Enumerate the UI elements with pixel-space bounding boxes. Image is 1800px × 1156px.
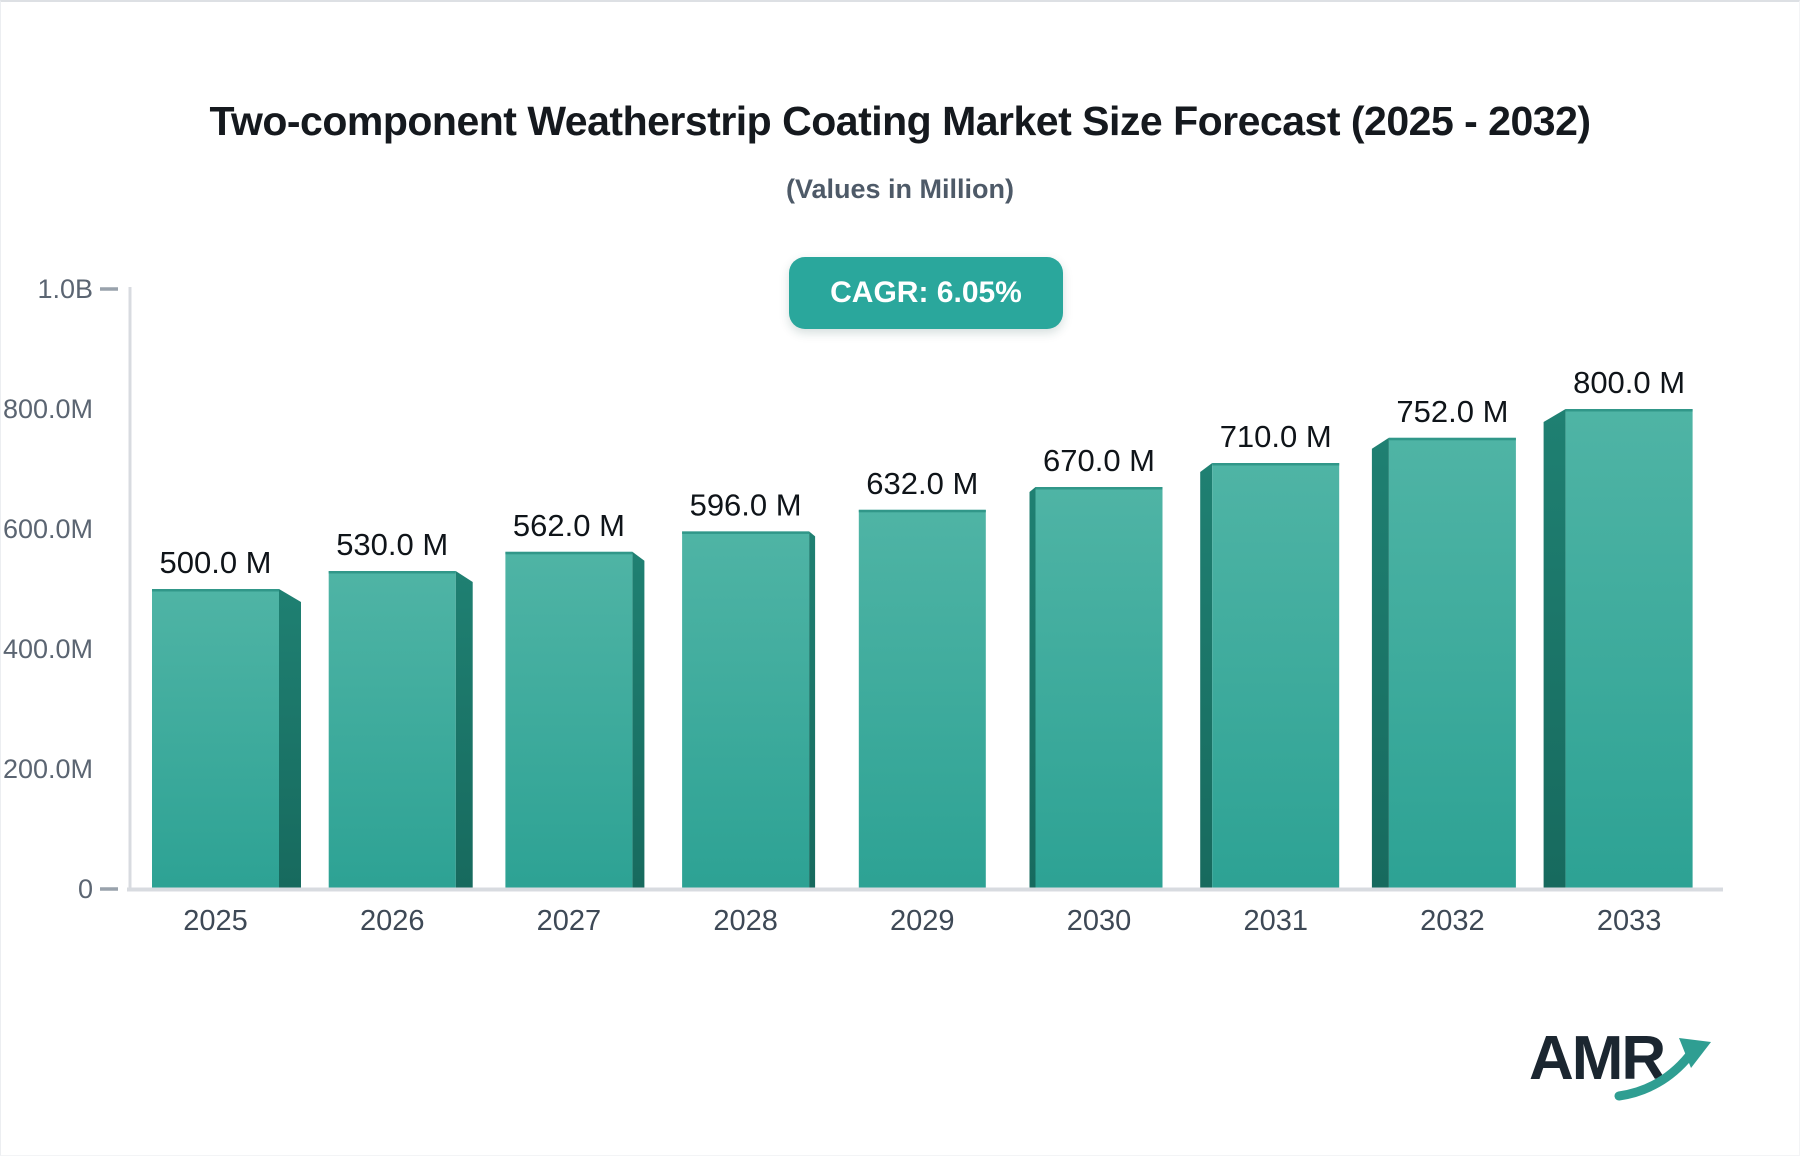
- bar: [1035, 487, 1163, 888]
- y-tick-label: 600.0M: [3, 514, 93, 544]
- x-axis-label: 2030: [1067, 905, 1132, 937]
- bar: [152, 589, 279, 888]
- bar: [505, 551, 633, 888]
- amr-logo-arrow-icon: [1614, 1038, 1711, 1101]
- bar-top-edge: [152, 589, 279, 592]
- bar-side-face: [1029, 487, 1036, 888]
- cagr-badge: CAGR: 6.05%: [789, 257, 1063, 329]
- bar-top-edge: [682, 531, 810, 534]
- y-tick-label: 400.0M: [3, 634, 93, 664]
- x-axis-label: 2033: [1597, 905, 1662, 937]
- bar: [858, 509, 986, 888]
- bar: [328, 571, 456, 888]
- bar-value-label: 562.0 M: [513, 508, 625, 543]
- bar-top-edge: [1212, 463, 1340, 466]
- bar-top-edge: [1035, 487, 1163, 490]
- bar-side-face: [1371, 437, 1389, 888]
- bar-side-face: [1543, 409, 1566, 888]
- cagr-badge-label: CAGR: 6.05%: [830, 276, 1022, 309]
- bar-top-edge: [1565, 409, 1693, 412]
- bar-side-face: [455, 571, 473, 888]
- bar: [682, 531, 810, 888]
- bar: [1388, 437, 1516, 888]
- x-axis-label: 2032: [1420, 905, 1485, 937]
- x-axis-label: 2028: [713, 905, 778, 937]
- bar-value-label: 670.0 M: [1043, 443, 1155, 478]
- chart-subtitle: (Values in Million): [785, 174, 1015, 204]
- bar-side-face: [1200, 463, 1213, 888]
- bar-value-label: 530.0 M: [336, 527, 448, 562]
- bar: [1212, 463, 1340, 888]
- bar-value-label: 632.0 M: [866, 466, 978, 501]
- y-tick-label: 1.0B: [37, 274, 93, 304]
- x-axis-label: 2025: [183, 905, 248, 937]
- bar-side-face: [279, 589, 301, 888]
- bar-value-label: 710.0 M: [1220, 419, 1332, 454]
- x-axis-label: 2031: [1243, 905, 1308, 937]
- bar-top-edge: [858, 509, 986, 513]
- y-tick-label: 800.0M: [3, 394, 93, 424]
- y-tick-label: 0: [78, 874, 93, 904]
- bar-value-label: 752.0 M: [1396, 394, 1508, 429]
- chart-title: Two-component Weatherstrip Coating Marke…: [209, 98, 1591, 144]
- bar-side-face: [632, 551, 645, 888]
- bar-top-edge: [328, 571, 456, 574]
- bar-top-edge: [505, 551, 633, 555]
- amr-logo: AMR: [1529, 1024, 1729, 1114]
- x-axis-label: 2029: [890, 905, 955, 937]
- y-tick-label: 200.0M: [3, 754, 93, 784]
- x-axis-label: 2027: [537, 905, 602, 937]
- bar: [1565, 409, 1693, 888]
- bar-top-edge: [1388, 437, 1516, 441]
- amr-logo-text: AMR: [1529, 1024, 1666, 1093]
- bar-side-face: [809, 531, 816, 888]
- x-axis-label: 2026: [360, 905, 425, 937]
- bar-value-label: 800.0 M: [1573, 365, 1685, 400]
- bar-value-label: 500.0 M: [159, 545, 271, 580]
- bar-value-label: 596.0 M: [690, 487, 802, 522]
